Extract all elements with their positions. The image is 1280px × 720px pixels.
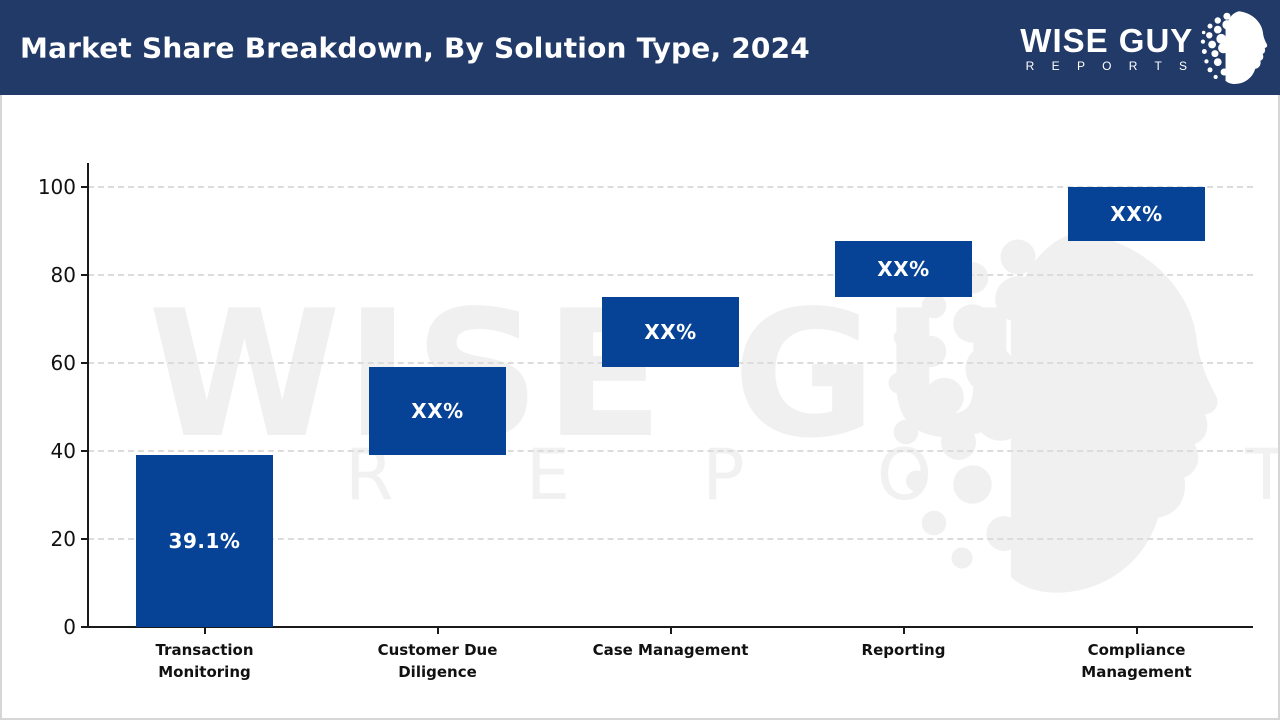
bar-value-label: XX% [1110,201,1163,226]
x-category-label-line: Transaction [155,641,254,659]
y-tick-mark [81,362,88,364]
y-tick-label: 20 [50,527,76,551]
x-category-label-line: Case Management [592,641,749,659]
wiseguy-logo: WISE GUY R E P O R T S [1020,7,1270,89]
x-category-label-line: Monitoring [158,662,251,681]
y-tick-label: 40 [50,439,76,463]
x-tick-mark [669,628,672,634]
x-category-label: Reporting [804,640,1004,662]
gridline [88,186,1253,188]
x-category-label-line: Reporting [861,641,946,659]
bar: XX% [602,297,739,367]
x-tick-mark [1135,628,1138,634]
x-category-label-line: Customer Due [377,641,498,659]
y-tick-mark [81,450,88,452]
y-tick-mark [81,186,88,188]
bar: XX% [369,366,506,455]
bar: 39.1% [136,454,273,627]
y-axis-line [87,163,89,628]
header-bar: Market Share Breakdown, By Solution Type… [0,0,1280,95]
x-axis-line [87,626,1253,628]
y-tick-label: 0 [63,615,76,639]
x-tick-mark [902,628,905,634]
y-tick-mark [81,626,88,628]
wiseguy-head-icon [1200,10,1268,84]
x-tick-mark [436,628,439,634]
gridline [88,538,1253,540]
x-category-label: Case Management [571,640,771,662]
logo-text: WISE GUY R E P O R T S [1020,24,1194,72]
bar: XX% [1068,187,1205,241]
bar: XX% [835,240,972,298]
y-tick-label: 100 [37,175,76,199]
x-category-label-line: Management [1081,662,1192,681]
y-tick-label: 80 [50,263,76,287]
x-category-label: Transaction Monitoring [105,640,305,684]
page-title: Market Share Breakdown, By Solution Type… [20,31,810,64]
logo-wordmark: WISE GUY [1020,21,1194,59]
bar-value-label: XX% [877,257,930,282]
x-tick-mark [203,628,206,634]
x-category-label-line: Compliance [1087,641,1186,659]
gridline [88,274,1253,276]
bar-value-label: XX% [644,320,697,345]
gridline [88,450,1253,452]
bar-value-label: 39.1% [168,528,241,553]
x-category-label: Customer Due Diligence [338,640,538,684]
logo-subtext: R E P O R T S [1025,58,1194,73]
bar-value-label: XX% [411,398,464,423]
y-tick-label: 60 [50,351,76,375]
y-tick-mark [81,274,88,276]
x-category-label: Compliance Management [1037,640,1237,684]
x-category-label-line: Diligence [398,662,477,681]
y-tick-mark [81,538,88,540]
